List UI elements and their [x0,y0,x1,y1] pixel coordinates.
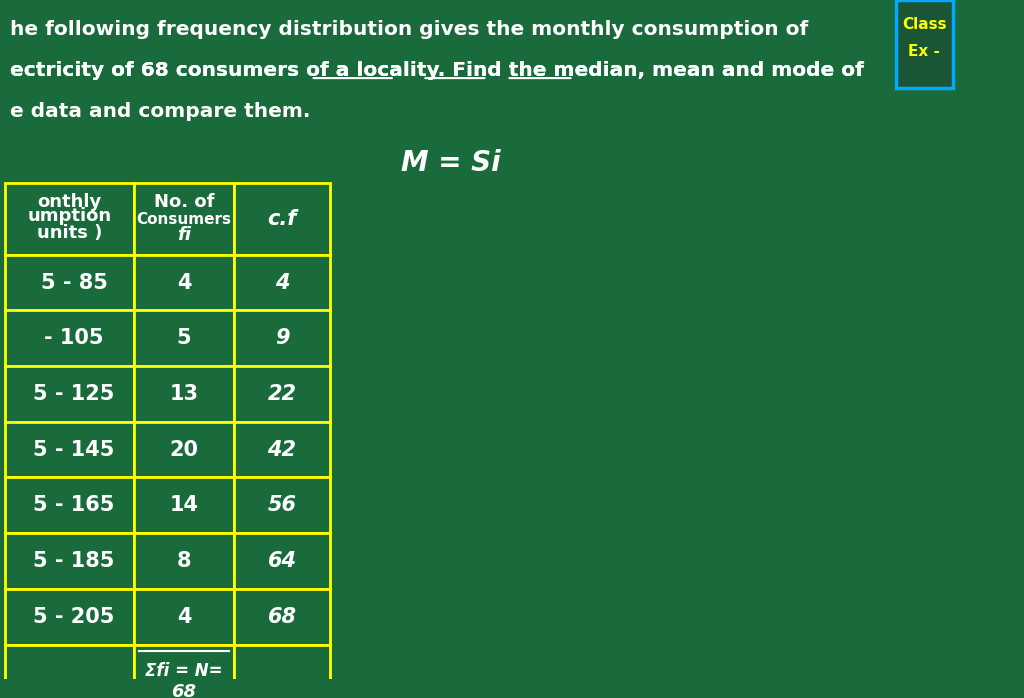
Bar [134,644,234,698]
Text: 4: 4 [177,607,191,627]
Text: umption: umption [28,207,112,225]
Text: ectricity of 68 consumers of a locality. Find the median, mean and mode of: ectricity of 68 consumers of a locality.… [9,61,863,80]
Text: 42: 42 [267,440,297,460]
Text: 4: 4 [274,272,289,292]
Bar [134,422,234,477]
Bar [134,589,234,644]
Text: 5: 5 [177,328,191,348]
Bar [5,255,134,311]
Text: M = Si: M = Si [401,149,501,177]
Text: Class: Class [902,17,946,32]
Bar [234,184,330,255]
Bar [5,311,134,366]
Bar [5,477,134,533]
Text: fi: fi [177,226,191,244]
Text: 8: 8 [177,551,191,571]
Text: Consumers: Consumers [136,211,231,227]
Text: e data and compare them.: e data and compare them. [9,102,310,121]
Bar [5,422,134,477]
Text: 13: 13 [170,384,199,404]
Text: ectricity of 68 consumers of a locality. Find the median, mean and mode of: ectricity of 68 consumers of a locality.… [9,61,863,80]
Text: units ): units ) [37,223,102,242]
Text: 20: 20 [170,440,199,460]
Text: onthly: onthly [37,193,101,211]
Text: Ex -: Ex - [908,44,940,59]
Text: 5 - 145: 5 - 145 [34,440,115,460]
Text: 5 - 85: 5 - 85 [41,272,108,292]
Text: 64: 64 [267,551,297,571]
Text: 9: 9 [274,328,289,348]
Bar [134,311,234,366]
Text: 68: 68 [171,683,197,698]
Bar [234,589,330,644]
Bar [234,311,330,366]
Text: 5 - 185: 5 - 185 [34,551,115,571]
Bar [5,184,134,255]
Bar [134,184,234,255]
Bar [234,533,330,589]
Text: he following frequency distribution gives the monthly consumption of: he following frequency distribution give… [9,20,808,39]
Text: c.f: c.f [267,209,297,229]
Text: 5 - 165: 5 - 165 [34,496,115,515]
Bar [234,422,330,477]
Text: 5 - 125: 5 - 125 [34,384,115,404]
Bar [134,255,234,311]
Bar [134,533,234,589]
Bar [234,255,330,311]
Text: No. of: No. of [154,193,214,211]
Bar [234,644,330,698]
Text: 68: 68 [267,607,297,627]
Text: 14: 14 [170,496,199,515]
Text: 4: 4 [177,272,191,292]
Text: 56: 56 [267,496,297,515]
Bar [234,366,330,422]
Bar [5,644,134,698]
Bar [134,477,234,533]
Bar [896,0,953,89]
Text: 5 - 205: 5 - 205 [34,607,115,627]
Bar [5,366,134,422]
Bar [5,589,134,644]
Text: Σfi = N=: Σfi = N= [145,662,223,681]
Bar [134,366,234,422]
Text: 22: 22 [267,384,297,404]
Bar [5,533,134,589]
Text: - 105: - 105 [44,328,103,348]
Bar [234,477,330,533]
